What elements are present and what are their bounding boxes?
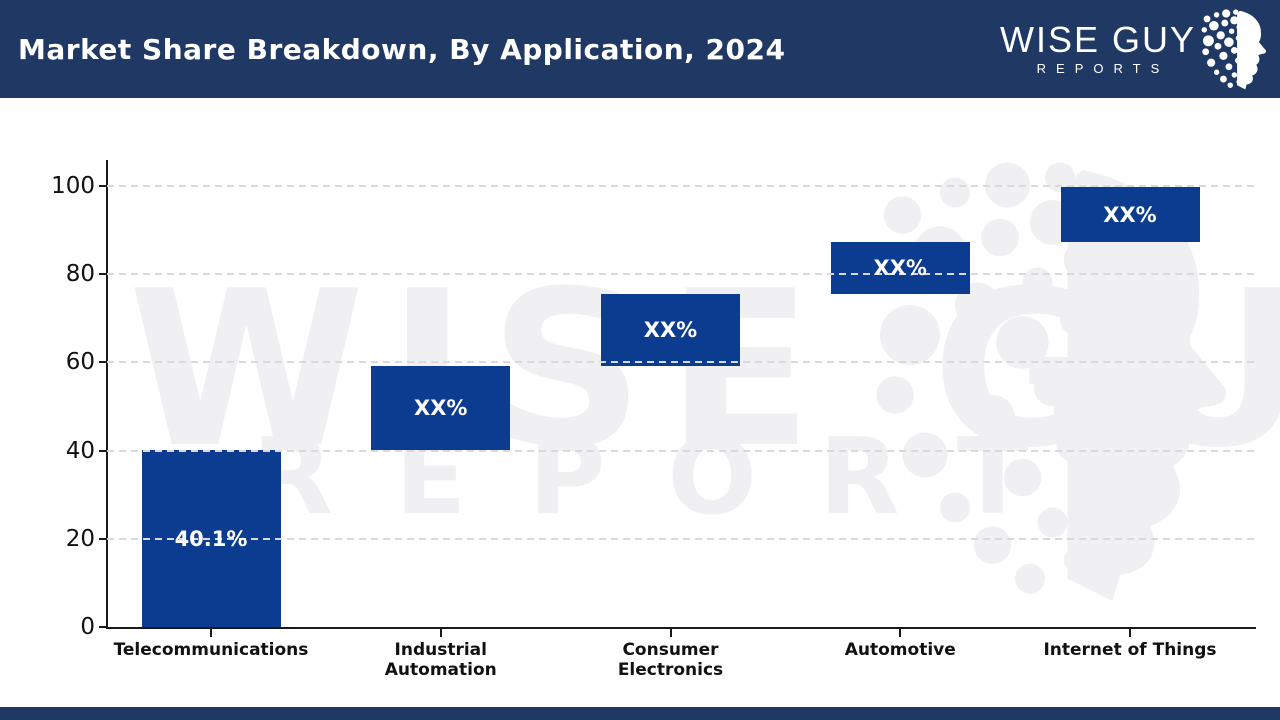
- page-title: Market Share Breakdown, By Application, …: [18, 32, 786, 66]
- gridline-40: [107, 449, 1256, 452]
- x-tick-label-internet-of-things: Internet of Things: [1043, 640, 1217, 660]
- x-tick-label-automotive: Automotive: [844, 640, 956, 660]
- gridline-80: [107, 273, 1256, 276]
- bar-label-consumer-electronics: XX%: [643, 318, 698, 343]
- bar-label-automotive: XX%: [873, 256, 927, 281]
- logo-wordmark: WISE GUY: [999, 19, 1196, 60]
- x-axis-line: [106, 627, 1256, 629]
- logo-subtitle: REPORTS: [1036, 61, 1170, 76]
- footer-bar: [0, 707, 1280, 720]
- bar-label-telecommunications: 40.1%: [174, 526, 248, 551]
- y-tick-label: 60: [65, 349, 95, 376]
- x-tick-label-telecommunications: Telecommunications: [113, 640, 309, 660]
- x-tick: [439, 629, 442, 637]
- bar-label-industrial-automation: XX%: [414, 396, 468, 421]
- bar-label-internet-of-things: XX%: [1103, 202, 1157, 227]
- x-tick: [669, 629, 672, 637]
- bar-automotive: [830, 242, 970, 295]
- bar-industrial-automation: [371, 365, 511, 451]
- y-tick-label: 40: [65, 437, 95, 464]
- wiseguy-head-icon: [1201, 9, 1266, 90]
- gridline-100: [107, 185, 1256, 187]
- gridline-60: [107, 361, 1256, 364]
- x-tick-label-industrial-automation: Industrial Automation: [384, 640, 497, 680]
- x-tick: [210, 629, 212, 637]
- x-tick-label-consumer-electronics: Consumer Electronics: [617, 640, 724, 680]
- y-tick: [99, 361, 106, 364]
- y-tick-label: 80: [65, 261, 95, 288]
- header-bar: Market Share Breakdown, By Application, …: [0, 0, 1280, 98]
- y-tick: [99, 449, 106, 452]
- y-tick: [99, 537, 106, 540]
- y-tick-label: 100: [51, 173, 95, 199]
- bar-consumer-electronics: [601, 294, 740, 366]
- y-tick-label: 20: [65, 525, 95, 552]
- logo-text: WISE GUY REPORTS: [1000, 21, 1196, 77]
- y-tick: [99, 626, 106, 628]
- y-tick-label: 0: [80, 614, 95, 640]
- gridline-20: [107, 537, 1256, 540]
- bar-internet-of-things: [1060, 187, 1200, 242]
- y-axis-line: [106, 160, 108, 629]
- x-tick: [1129, 629, 1131, 637]
- wiseguy-logo: WISE GUY REPORTS: [1000, 0, 1268, 98]
- y-tick: [99, 273, 106, 276]
- x-tick: [899, 629, 902, 637]
- y-tick: [99, 185, 106, 187]
